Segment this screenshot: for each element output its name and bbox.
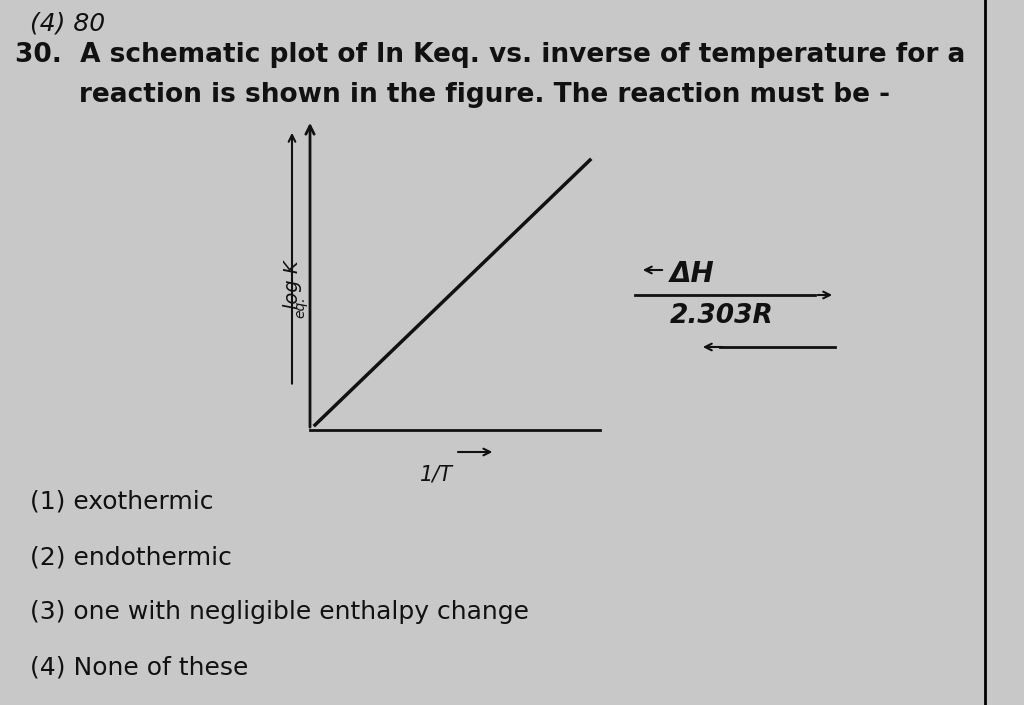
Text: ΔH: ΔH bbox=[670, 260, 715, 288]
Text: reaction is shown in the figure. The reaction must be -: reaction is shown in the figure. The rea… bbox=[15, 82, 890, 108]
Text: (4) None of these: (4) None of these bbox=[30, 655, 249, 679]
Text: 1/T: 1/T bbox=[420, 465, 454, 485]
Text: eq.: eq. bbox=[293, 296, 307, 318]
Text: (2) endothermic: (2) endothermic bbox=[30, 545, 231, 569]
Text: (3) one with negligible enthalpy change: (3) one with negligible enthalpy change bbox=[30, 600, 529, 624]
Text: log K: log K bbox=[283, 261, 301, 309]
Text: 2.303R: 2.303R bbox=[670, 303, 774, 329]
Text: (4) 80: (4) 80 bbox=[30, 12, 105, 36]
Text: 30.  A schematic plot of ln Keq. vs. inverse of temperature for a: 30. A schematic plot of ln Keq. vs. inve… bbox=[15, 42, 966, 68]
Text: (1) exothermic: (1) exothermic bbox=[30, 490, 213, 514]
